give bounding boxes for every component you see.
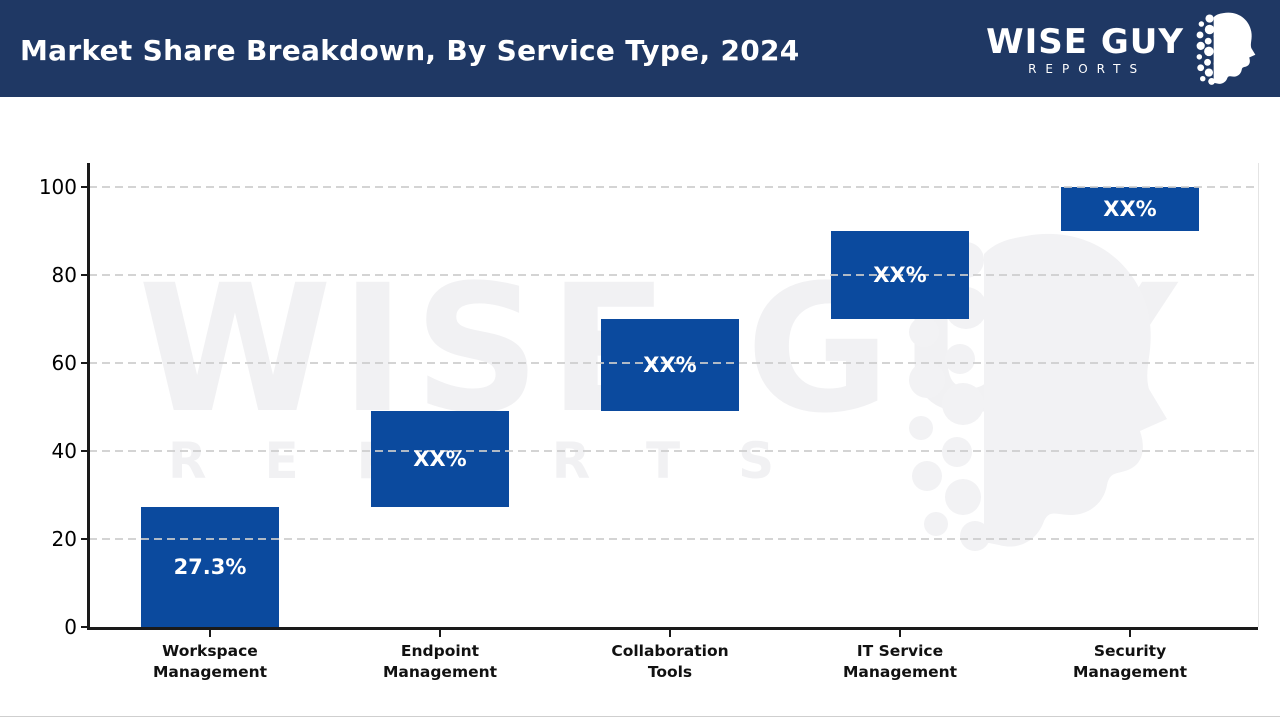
y-tick-label-100: 100 [38,175,77,199]
y-tick-20 [81,538,88,540]
logo-wordmark: WISE GUY REPORTS [986,25,1184,75]
x-category-label-collaboration-tools: Collaboration Tools [611,642,729,681]
logo-subname: REPORTS [1028,62,1147,76]
bar-value-label-workspace-management: 27.3% [173,554,247,579]
bar-value-label-it-service-management: XX% [873,263,927,287]
gridline-40 [89,450,1258,452]
y-tick-label-40: 40 [51,439,77,463]
x-tick-it-service-management [899,630,901,637]
x-tick-workspace-management [209,630,211,637]
y-tick-0 [81,626,88,628]
plot-right-spine [1258,163,1259,627]
logo-name: WISE GUY [986,22,1184,62]
header-bar: Market Share Breakdown, By Service Type,… [0,0,1280,97]
gridline-80 [89,274,1258,276]
y-tick-40 [81,450,88,452]
wise-guy-reports-logo: WISE GUY REPORTS [986,8,1266,92]
y-tick-label-20: 20 [51,527,77,551]
x-tick-endpoint-management [439,630,441,637]
y-tick-label-60: 60 [51,351,77,375]
bar-endpoint-management [371,411,509,507]
gridline-20 [89,538,1258,540]
y-tick-60 [81,362,88,364]
x-category-label-endpoint-management: Endpoint Management [382,642,498,681]
plot-area: 27.3% Workspace Management XX% Endpoint Man… [0,97,1280,720]
gridline-100 [89,186,1258,188]
bar-value-label-security-management: XX% [1103,197,1157,221]
x-axis-line [87,627,1258,630]
gridline-60 [89,362,1258,364]
y-tick-label-0: 0 [64,615,77,639]
x-category-label-it-service-management: IT Service Management [842,642,958,681]
bar-value-label-endpoint-management: XX% [413,447,467,472]
y-axis-line [87,163,90,630]
bar-workspace-management [141,506,279,627]
bottom-divider [0,716,1280,717]
x-category-label-workspace-management: Workspace Management [152,642,268,681]
bar-value-label-collaboration-tools: XX% [643,353,697,378]
y-tick-80 [81,274,88,276]
y-tick-label-80: 80 [51,263,77,287]
y-tick-100 [81,186,88,188]
x-tick-collaboration-tools [669,630,671,637]
bar-security-management [1061,187,1199,231]
x-category-label-security-management: Security Management [1072,642,1188,681]
x-tick-security-management [1129,630,1131,637]
logo-face-icon [1196,12,1256,85]
bar-collaboration-tools [601,319,739,412]
chart-title: Market Share Breakdown, By Service Type,… [20,34,800,67]
